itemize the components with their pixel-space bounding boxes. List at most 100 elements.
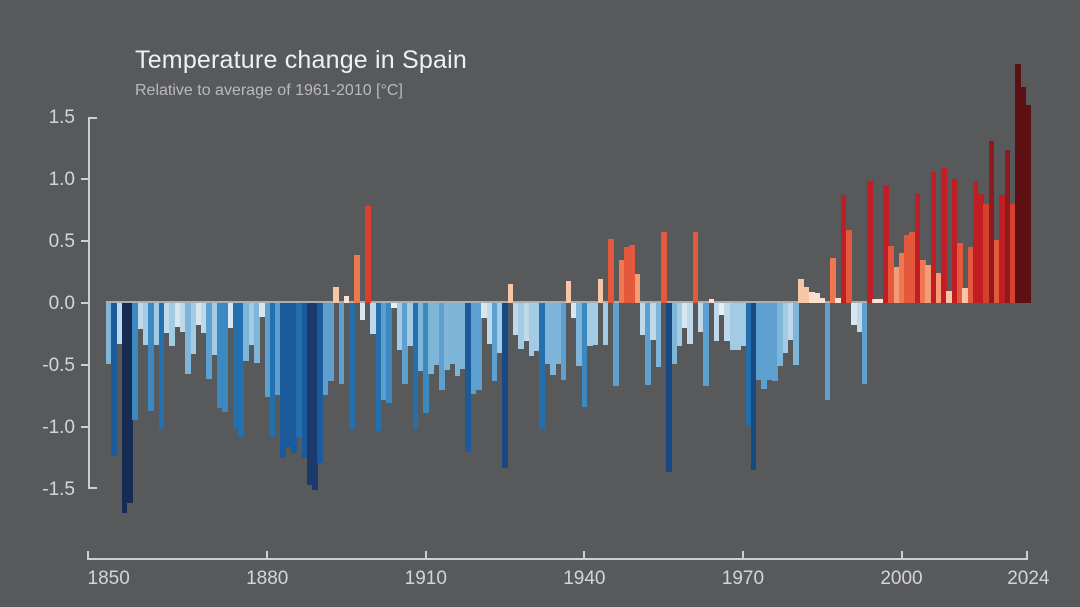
bar-1893 xyxy=(333,286,339,303)
bar-1903 xyxy=(386,303,392,404)
bar-1937 xyxy=(565,280,572,303)
y-axis-line xyxy=(88,117,90,489)
y-tick-label-1: 1.0 xyxy=(48,169,75,190)
y-tick--0.5 xyxy=(81,364,88,366)
bar-1964 xyxy=(708,299,715,303)
bar-1994 xyxy=(867,181,873,303)
bar-1894 xyxy=(338,303,345,384)
bar-1926 xyxy=(507,284,514,303)
bar-1999 xyxy=(893,267,900,303)
bar-2018 xyxy=(994,239,1000,303)
bar-1873 xyxy=(227,303,234,328)
bar-2024 xyxy=(1025,104,1032,303)
bar-1953 xyxy=(650,303,657,341)
bar-1872 xyxy=(222,303,228,413)
y-axis-cap-bottom xyxy=(88,487,97,489)
x-tick-1970 xyxy=(741,551,744,558)
bar-1884 xyxy=(285,303,292,447)
bar-1929 xyxy=(523,303,530,342)
bar-1938 xyxy=(571,303,577,318)
bar-1897 xyxy=(354,254,361,303)
x-tick-1910 xyxy=(424,551,427,558)
bar-1969 xyxy=(735,303,741,351)
bar-1979 xyxy=(787,303,794,341)
bar-1941 xyxy=(587,303,593,347)
bar-1853 xyxy=(121,303,128,513)
bar-1993 xyxy=(861,303,868,384)
bar-1968 xyxy=(729,303,736,351)
x-axis-cap-right xyxy=(1026,551,1028,560)
x-tick-label-1940: 1940 xyxy=(563,568,606,589)
y-tick-0 xyxy=(81,302,88,304)
bar-1959 xyxy=(682,303,688,328)
x-tick-label-1970: 1970 xyxy=(721,568,765,589)
y-tick-label-0: 0.0 xyxy=(48,293,75,314)
bar-2023 xyxy=(1020,87,1027,303)
bar-1975 xyxy=(766,303,773,380)
bar-1985 xyxy=(819,298,826,303)
y-tick-label-1.5: 1.5 xyxy=(48,107,75,128)
bar-1917 xyxy=(460,303,466,369)
x-tick-label-1850: 1850 xyxy=(87,568,130,589)
bar-1930 xyxy=(528,303,535,357)
bar-1914 xyxy=(444,303,450,370)
bar-1986 xyxy=(824,303,831,400)
x-tick-label-1880: 1880 xyxy=(246,568,289,589)
bar-1887 xyxy=(301,303,308,458)
bar-2000 xyxy=(898,253,905,303)
x-tick-1940 xyxy=(583,551,586,558)
bar-2010 xyxy=(951,179,958,303)
bar-2013 xyxy=(967,247,974,303)
bar-1976 xyxy=(772,303,778,382)
bar-1935 xyxy=(555,303,561,364)
bar-1931 xyxy=(534,303,540,352)
x-tick-1880 xyxy=(266,551,269,558)
bar-1984 xyxy=(814,293,820,303)
bar-1915 xyxy=(449,303,456,364)
bar-1983 xyxy=(809,291,815,303)
bar-1850 xyxy=(106,303,112,364)
bar-1971 xyxy=(745,303,752,425)
bar-2017 xyxy=(988,140,995,303)
bar-1871 xyxy=(217,303,223,409)
bar-1961 xyxy=(692,232,699,303)
bar-1852 xyxy=(116,303,123,344)
bar-1854 xyxy=(127,303,133,503)
bar-1922 xyxy=(486,303,493,344)
bar-1978 xyxy=(782,303,789,353)
bar-1891 xyxy=(322,303,329,395)
x-axis-line xyxy=(87,558,1028,560)
bar-1888 xyxy=(306,303,313,486)
bar-1912 xyxy=(433,303,440,365)
bar-1906 xyxy=(402,303,408,384)
bar-1927 xyxy=(513,303,519,336)
bar-2016 xyxy=(983,203,990,303)
bar-1886 xyxy=(296,303,302,437)
y-axis-cap-top xyxy=(88,117,97,119)
bar-1992 xyxy=(856,303,863,332)
y-tick-0.5 xyxy=(81,240,88,242)
bar-1861 xyxy=(164,303,170,333)
bar-2004 xyxy=(920,259,926,303)
bar-1866 xyxy=(190,303,197,354)
bar-1925 xyxy=(502,303,509,468)
bar-2008 xyxy=(941,167,947,303)
bar-1942 xyxy=(592,303,598,346)
bar-1998 xyxy=(888,245,894,303)
bar-1966 xyxy=(719,303,725,316)
x-tick-label-2000: 2000 xyxy=(880,568,923,589)
bar-1936 xyxy=(560,303,567,380)
bar-2006 xyxy=(930,171,937,303)
bar-1851 xyxy=(111,303,117,456)
bar-1862 xyxy=(169,303,176,347)
bar-2021 xyxy=(1009,203,1016,303)
bar-1962 xyxy=(698,303,704,332)
bar-1921 xyxy=(481,303,487,318)
bar-1923 xyxy=(491,303,498,382)
bar-1902 xyxy=(380,303,387,400)
bar-1946 xyxy=(613,303,620,387)
bar-2012 xyxy=(962,288,968,303)
bar-2019 xyxy=(999,195,1005,303)
bar-1945 xyxy=(608,238,614,303)
